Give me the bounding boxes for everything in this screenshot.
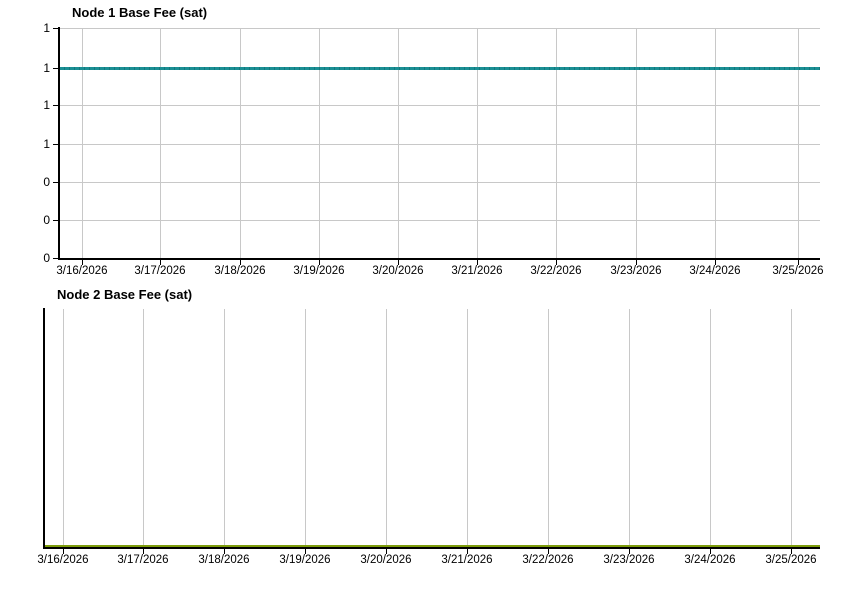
chart-2-x-tick-label: 3/24/2026 [684, 554, 736, 566]
chart-2-x-tick-mark [63, 549, 64, 554]
chart-2-x-tick-label: 3/21/2026 [441, 554, 493, 566]
chart-1-y-tick-mark [53, 28, 59, 29]
chart-2-x-tick-mark [224, 549, 225, 554]
chart-2-x-tick-mark [710, 549, 711, 554]
chart-1-x-tick-label: 3/22/2026 [530, 265, 582, 277]
chart-1-y-tick-label: 1 [43, 136, 50, 151]
chart-1-x-tick-label: 3/23/2026 [610, 265, 662, 277]
chart-1-x-axis-line [58, 258, 820, 260]
chart-2-y-axis-line [43, 308, 45, 549]
chart-1-y-tick-mark [53, 143, 59, 145]
chart-1-gridline-vertical [82, 28, 83, 259]
chart-2-gridline-vertical [63, 309, 64, 548]
chart-2-gridline-vertical [143, 309, 144, 548]
chart-1-x-tick-label: 3/21/2026 [451, 265, 503, 277]
chart-1-x-tick-label: 3/19/2026 [293, 265, 345, 277]
chart-1-y-tick-mark [53, 182, 59, 183]
chart-2-x-tick-mark [305, 549, 306, 554]
chart-2-gridline-vertical [791, 309, 792, 548]
chart-1-gridline-horizontal [59, 182, 820, 183]
chart-1-x-tick-label: 3/16/2026 [56, 265, 108, 277]
chart-1-y-tick-label: 1 [43, 60, 50, 75]
chart-2-plot-area [44, 309, 820, 548]
chart-1-x-tick-mark [82, 260, 83, 265]
chart-1-y-tick-label: 0 [43, 213, 50, 227]
chart-1-y-tick-mark [53, 220, 59, 221]
chart-1-gridline-horizontal [59, 28, 820, 29]
chart-1-y-axis-line [58, 27, 60, 260]
chart-1-y-tick-mark [53, 67, 59, 69]
chart-2-gridline-vertical [548, 309, 549, 548]
chart-1-y-tick-mark [53, 105, 59, 106]
chart-2-x-tick-mark [143, 549, 144, 554]
chart-1-y-tick-label: 0 [43, 175, 50, 189]
chart-1-x-tick-mark [798, 260, 799, 265]
chart-1-x-tick-label: 3/25/2026 [772, 265, 824, 277]
chart-1-x-tick-label: 3/18/2026 [214, 265, 266, 277]
chart-1-x-tick-mark [160, 260, 161, 265]
chart-2-x-tick-mark [791, 549, 792, 554]
chart-1-series-line [59, 67, 820, 70]
chart-2-x-tick-mark [548, 549, 549, 554]
chart-1-gridline-horizontal [59, 105, 820, 106]
chart-2-x-tick-label: 3/25/2026 [765, 554, 817, 566]
chart-1-gridline-vertical [477, 28, 478, 259]
chart-2-series-line [44, 545, 820, 547]
chart-1-gridline-horizontal [59, 220, 820, 221]
chart-1-y-tick-label: 1 [43, 98, 50, 112]
chart-1-gridline-vertical [160, 28, 161, 259]
chart-1-x-tick-mark [715, 260, 716, 265]
chart-1-x-tick-mark [556, 260, 557, 265]
chart-1-gridline-vertical [398, 28, 399, 259]
chart-2-x-tick-label: 3/17/2026 [117, 554, 169, 566]
chart-2-x-tick-mark [629, 549, 630, 554]
chart-1-gridline-vertical [240, 28, 241, 259]
chart-2-x-axis-line [43, 547, 820, 549]
chart-1-gridline-vertical [556, 28, 557, 259]
chart-2-x-tick-label: 3/16/2026 [37, 554, 89, 566]
chart-2-x-tick-mark [386, 549, 387, 554]
chart-1-y-tick-label: 1 [43, 21, 50, 35]
chart-1-gridline-vertical [798, 28, 799, 259]
chart-2-gridline-vertical [224, 309, 225, 548]
chart-1-x-tick-mark [636, 260, 637, 265]
chart-1-gridline-vertical [319, 28, 320, 259]
chart-2-x-tick-label: 3/22/2026 [522, 554, 574, 566]
chart-2-x-tick-label: 3/20/2026 [360, 554, 412, 566]
chart-2-gridline-vertical [629, 309, 630, 548]
chart-1-x-tick-mark [398, 260, 399, 265]
chart-2-gridline-vertical [710, 309, 711, 548]
chart-1-plot-area [59, 28, 820, 259]
chart-2-gridline-vertical [467, 309, 468, 548]
chart-2-title: Node 2 Base Fee (sat) [57, 287, 193, 302]
chart-1-gridline-vertical [715, 28, 716, 259]
chart-2-gridline-vertical [305, 309, 306, 548]
chart-2-x-tick-label: 3/19/2026 [279, 554, 331, 566]
chart-2-x-tick-label: 3/18/2026 [198, 554, 250, 566]
chart-2-x-tick-mark [467, 549, 468, 554]
chart-1-x-tick-mark [477, 260, 478, 265]
chart-1-x-tick-label: 3/24/2026 [689, 265, 741, 277]
chart-1-x-tick-mark [240, 260, 241, 265]
chart-1-title: Node 1 Base Fee (sat) [72, 5, 208, 20]
chart-1-y-tick-label: 0 [43, 251, 50, 265]
chart-1-gridline-vertical [636, 28, 637, 259]
chart-2-gridline-vertical [386, 309, 387, 548]
chart-1-gridline-horizontal [59, 143, 820, 145]
chart-1-x-tick-label: 3/17/2026 [134, 265, 186, 277]
chart-2-x-tick-label: 3/23/2026 [603, 554, 655, 566]
chart-1-x-tick-mark [319, 260, 320, 265]
chart-1-y-tick-mark [53, 258, 59, 259]
chart-1-x-tick-label: 3/20/2026 [372, 265, 424, 277]
